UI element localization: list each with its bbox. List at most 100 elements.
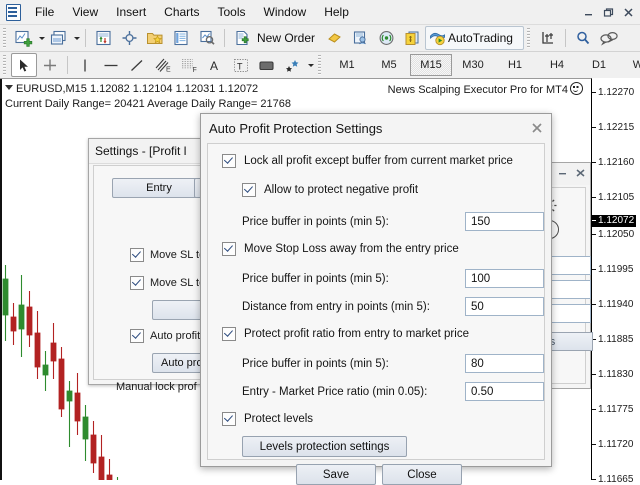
profiles-button[interactable]: [46, 26, 72, 50]
terminal-list-icon[interactable]: [168, 26, 194, 50]
arrow-cursor-icon[interactable]: [11, 53, 37, 77]
timeframe-d1[interactable]: D1: [591, 59, 607, 71]
save-button[interactable]: Save: [296, 464, 376, 485]
move-stop-loss-row[interactable]: Move Stop Loss away from the entry price: [222, 242, 459, 256]
drawing-toolbar-grip[interactable]: [2, 55, 9, 75]
autotrading-button[interactable]: AutoTrading: [425, 26, 524, 50]
side-panel-close-icon[interactable]: [575, 168, 586, 181]
profiles-dropdown-icon[interactable]: [72, 27, 81, 49]
minimize-icon[interactable]: [578, 1, 598, 23]
auto-profit-checkbox[interactable]: [130, 329, 144, 343]
timeframe-h1[interactable]: H1: [507, 59, 523, 71]
text-a-icon[interactable]: A: [202, 53, 228, 77]
yellow-diamond-icon[interactable]: [321, 26, 347, 50]
window-controls: [578, 0, 638, 24]
blue-person-icon[interactable]: [347, 26, 373, 50]
toolbar-grip-2[interactable]: [525, 28, 533, 48]
menu-item-help[interactable]: Help: [324, 5, 349, 19]
move-sl-row-1[interactable]: Move SL to: [130, 248, 205, 262]
crosshair-icon[interactable]: [37, 53, 63, 77]
allow-negative-profit-checkbox[interactable]: [242, 183, 256, 197]
move-sl-checkbox-1[interactable]: [130, 248, 144, 262]
vertical-line-icon[interactable]: [72, 53, 98, 77]
auto-profit-row[interactable]: Auto profit: [130, 329, 200, 343]
lock-all-profit-row[interactable]: Lock all profit except buffer from curre…: [222, 154, 513, 168]
move-sl-checkbox-2[interactable]: [130, 276, 144, 290]
timeframe-m5[interactable]: M5: [381, 59, 397, 71]
trendline-icon[interactable]: [124, 53, 150, 77]
menu-item-window[interactable]: Window: [263, 5, 307, 19]
new-chart-button[interactable]: [11, 26, 37, 50]
entry-market-ratio-input[interactable]: 0.50: [465, 382, 544, 401]
magnifier-icon[interactable]: [570, 26, 596, 50]
lock-all-profit-label: Lock all profit except buffer from curre…: [244, 155, 513, 167]
current-price-tick: 1.12072: [592, 215, 637, 227]
chart-expand-icon[interactable]: [5, 85, 13, 90]
protect-profit-ratio-checkbox[interactable]: [222, 327, 236, 341]
protect-profit-ratio-row[interactable]: Protect profit ratio from entry to marke…: [222, 327, 469, 341]
horizontal-line-icon[interactable]: [98, 53, 124, 77]
price-tick: 1.11940: [592, 300, 633, 310]
svg-text:E: E: [166, 67, 171, 74]
move-sl-row-2[interactable]: Move SL to: [130, 276, 205, 290]
magnifier-clock-icon[interactable]: [194, 26, 220, 50]
price-buffer-2-input[interactable]: 100: [465, 269, 544, 288]
close-icon[interactable]: [618, 1, 638, 23]
toolbar-separator-3: [564, 29, 566, 47]
fibonacci-f-icon[interactable]: F: [176, 53, 202, 77]
dialog-title: Auto Profit Protection Settings: [209, 120, 383, 136]
chat-bubbles-icon[interactable]: [596, 26, 622, 50]
signal-broadcast-icon[interactable]: [373, 26, 399, 50]
protect-levels-checkbox[interactable]: [222, 412, 236, 426]
new-order-button[interactable]: [229, 26, 255, 50]
timeframe-m1[interactable]: M1: [339, 59, 355, 71]
timeframe-h4[interactable]: H4: [549, 59, 565, 71]
toolbar-separator: [85, 29, 86, 47]
rectangle-icon[interactable]: [254, 53, 280, 77]
price-buffer-2-label: Price buffer in points (min 5):: [242, 272, 389, 285]
price-tick: 1.12270: [592, 88, 634, 98]
distance-from-entry-input[interactable]: 50: [465, 297, 544, 316]
text-label-icon[interactable]: T: [228, 53, 254, 77]
menu-item-tools[interactable]: Tools: [217, 5, 246, 19]
protect-levels-row[interactable]: Protect levels: [222, 412, 313, 426]
restore-icon[interactable]: [598, 1, 618, 23]
side-panel-minimize-icon[interactable]: [558, 168, 569, 180]
timeframe-m15[interactable]: M15: [410, 54, 452, 76]
price-buffer-3-label: Price buffer in points (min 5):: [242, 357, 389, 370]
tab-entry[interactable]: Entry: [112, 178, 206, 198]
menu-item-file[interactable]: File: [35, 5, 55, 19]
timeframe-w1[interactable]: W1: [632, 59, 640, 71]
close-button[interactable]: Close: [382, 464, 462, 485]
dialog-title-bar[interactable]: Auto Profit Protection Settings: [201, 114, 551, 142]
menu-item-charts[interactable]: Charts: [164, 5, 200, 19]
shapes-icon[interactable]: [280, 53, 306, 77]
price-axis[interactable]: 1.12270 1.12215 1.12160 1.12105 1.12072 …: [592, 78, 640, 485]
price-tick: 1.11885: [592, 335, 633, 345]
move-stop-loss-checkbox[interactable]: [222, 242, 236, 256]
new-chart-dropdown-icon[interactable]: [37, 27, 46, 49]
new-order-label[interactable]: New Order: [257, 31, 316, 45]
auto-profit-protection-dialog[interactable]: Auto Profit Protection Settings Lock all…: [200, 113, 552, 485]
toolbar-grip[interactable]: [2, 28, 9, 48]
chart-symbol-info: EURUSD,M15 1.12082 1.12104 1.12031 1.120…: [5, 82, 291, 112]
price-buffer-3-input[interactable]: 80: [465, 354, 544, 373]
crosshair-target-icon[interactable]: [116, 26, 142, 50]
allow-negative-profit-row[interactable]: Allow to protect negative profit: [242, 183, 418, 197]
folder-star-icon[interactable]: [142, 26, 168, 50]
crosshair-axis-icon[interactable]: [535, 26, 561, 50]
timeframe-m30[interactable]: M30: [462, 59, 484, 71]
shapes-dropdown-icon[interactable]: [306, 54, 315, 76]
timeframe-grip[interactable]: [317, 55, 324, 75]
menu-item-view[interactable]: View: [72, 5, 99, 19]
market-watch-button[interactable]: [90, 26, 116, 50]
lock-all-profit-checkbox[interactable]: [222, 154, 236, 168]
dialog-close-icon[interactable]: [530, 121, 544, 135]
price-tick: 1.11830: [592, 370, 633, 380]
price-buffer-1-input[interactable]: 150: [465, 212, 544, 231]
distance-from-entry-row: Distance from entry in points (min 5): 5…: [242, 297, 544, 316]
channel-e-icon[interactable]: E: [150, 53, 176, 77]
menu-item-insert[interactable]: Insert: [116, 5, 147, 19]
levels-protection-settings-button[interactable]: Levels protection settings: [242, 436, 407, 457]
money-cards-icon[interactable]: [399, 26, 425, 50]
